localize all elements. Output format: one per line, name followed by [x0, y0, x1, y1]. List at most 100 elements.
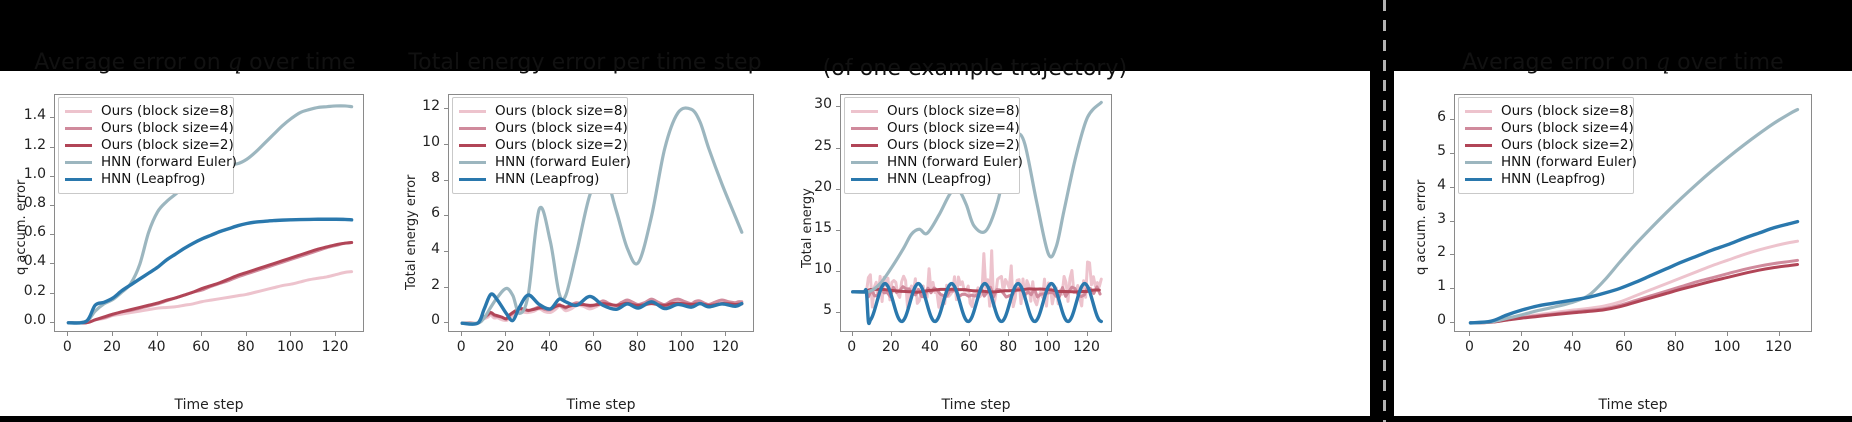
y-tick-mark: [1450, 119, 1454, 121]
series-euler: [851, 100, 1103, 295]
x-tick-mark: [1778, 332, 1780, 336]
y-tick-mark: [444, 143, 448, 145]
x-tick-mark: [1520, 332, 1522, 336]
x-tick-label: 60: [584, 339, 603, 355]
x-tick-label: 0: [847, 339, 857, 355]
panel-title: Average error on q over time: [34, 50, 356, 75]
x-axis-label: Time step: [1598, 397, 1668, 413]
y-tick-label: 0.2: [23, 282, 46, 299]
x-tick-mark: [1047, 332, 1049, 336]
y-tick-label: 6: [431, 205, 440, 222]
legend-item: Ours (block size=2): [1465, 137, 1634, 154]
panel-title: (of one example trajectory): [822, 56, 1128, 81]
legend-label: Ours (block size=2): [1501, 137, 1634, 153]
x-tick-label: 0: [1464, 339, 1474, 355]
x-tick-label: 80: [628, 339, 647, 355]
y-tick-mark: [50, 292, 54, 294]
y-tick-mark: [836, 312, 840, 314]
legend: Ours (block size=8) Ours (block size=4) …: [58, 97, 237, 194]
legend-item: Ours (block size=8): [851, 103, 1020, 120]
legend-label: Ours (block size=8): [101, 103, 234, 119]
legend-swatch-leapfrog: [65, 178, 92, 181]
y-tick-label: 20: [814, 178, 832, 195]
legend-item: Ours (block size=4): [65, 120, 234, 137]
legend-swatch-ours4: [851, 127, 878, 130]
y-tick-label: 2: [1437, 244, 1446, 261]
series-ours2: [66, 240, 354, 325]
x-tick-label: 20: [1512, 339, 1530, 355]
legend-swatch-euler: [65, 161, 92, 164]
x-tick-label: 40: [147, 339, 166, 355]
x-tick-mark: [111, 332, 113, 336]
y-tick-label: 0.4: [23, 253, 46, 270]
legend-item: HNN (forward Euler): [459, 154, 631, 171]
x-axis-label: Time step: [174, 397, 244, 413]
legend-item: Ours (block size=8): [65, 103, 234, 120]
legend-item: HNN (forward Euler): [851, 154, 1023, 171]
legend-item: HNN (Leapfrog): [459, 171, 620, 188]
y-tick-label: 5: [823, 302, 832, 319]
x-tick-label: 80: [999, 339, 1018, 355]
y-tick-label: 4: [431, 240, 440, 257]
x-tick-mark: [67, 332, 69, 336]
panel-q-error-right: Average error on q over time q accum. er…: [1394, 0, 1852, 422]
y-tick-mark: [444, 215, 448, 217]
y-tick-mark: [836, 229, 840, 231]
y-tick-label: 6: [1437, 109, 1446, 126]
legend-swatch-ours2: [1465, 144, 1492, 147]
legend-item: Ours (block size=4): [1465, 120, 1634, 137]
y-tick-label: 15: [814, 219, 832, 236]
y-tick-label: 0.8: [23, 194, 46, 211]
y-tick-mark: [1450, 153, 1454, 155]
y-tick-label: 1.2: [23, 136, 46, 153]
x-tick-mark: [969, 332, 971, 336]
legend-item: HNN (Leapfrog): [65, 171, 226, 188]
x-tick-label: 60: [1615, 339, 1633, 355]
panel-title: Average error on q over time: [1462, 50, 1784, 75]
x-tick-mark: [1727, 332, 1728, 336]
legend-swatch-ours4: [65, 127, 92, 130]
legend-swatch-ours2: [459, 144, 486, 147]
legend-item: Ours (block size=2): [459, 137, 628, 154]
legend-label: HNN (forward Euler): [101, 154, 237, 170]
x-tick-label: 100: [1713, 339, 1741, 355]
panel-total-energy: (of one example trajectory) Total energy…: [780, 0, 1170, 422]
legend-item: Ours (block size=8): [1465, 103, 1634, 120]
legend-item: Ours (block size=4): [851, 120, 1020, 137]
legend-label: Ours (block size=8): [887, 103, 1020, 119]
legend-label: Ours (block size=8): [1501, 103, 1634, 119]
y-tick-mark: [444, 250, 448, 252]
y-tick-mark: [836, 188, 840, 190]
series-ours4: [66, 240, 354, 325]
y-tick-label: 25: [814, 137, 832, 154]
x-tick-label: 20: [103, 339, 121, 355]
y-tick-label: 1.4: [23, 107, 46, 124]
y-tick-mark: [1450, 288, 1454, 290]
dashed-divider: [1383, 0, 1386, 422]
x-tick-label: 40: [921, 339, 939, 355]
x-tick-mark: [593, 332, 595, 336]
x-tick-label: 40: [1563, 339, 1582, 355]
legend-item: HNN (forward Euler): [65, 154, 237, 171]
x-tick-label: 100: [277, 339, 304, 355]
legend-swatch-leapfrog: [1465, 178, 1492, 181]
panel-q-error-left: Average error on q over time q accum. er…: [0, 0, 390, 422]
x-tick-mark: [1675, 332, 1677, 336]
y-tick-label: 30: [814, 96, 832, 113]
y-axis-label: q accum. error: [1414, 179, 1429, 275]
legend-item: HNN (Leapfrog): [851, 171, 1012, 188]
x-tick-label: 120: [1073, 339, 1100, 355]
legend-swatch-ours4: [1465, 127, 1492, 130]
legend: Ours (block size=8) Ours (block size=4) …: [1458, 97, 1637, 194]
y-tick-mark: [50, 321, 54, 323]
x-axis-label: Time step: [566, 397, 636, 413]
x-tick-mark: [725, 332, 727, 336]
x-tick-mark: [1008, 332, 1010, 336]
x-tick-label: 40: [540, 339, 559, 355]
y-tick-mark: [444, 179, 448, 181]
y-tick-mark: [1450, 220, 1454, 222]
y-tick-mark: [1450, 254, 1454, 256]
series-leapfrog: [851, 281, 1103, 326]
x-tick-mark: [1623, 332, 1625, 336]
